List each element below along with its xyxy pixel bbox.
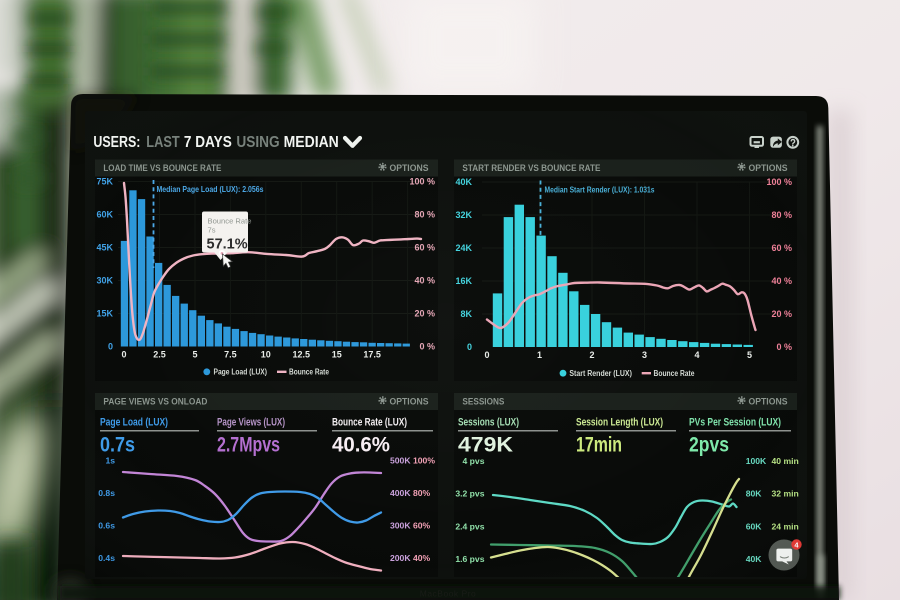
svg-text:MacBook Pro: MacBook Pro — [420, 589, 477, 599]
